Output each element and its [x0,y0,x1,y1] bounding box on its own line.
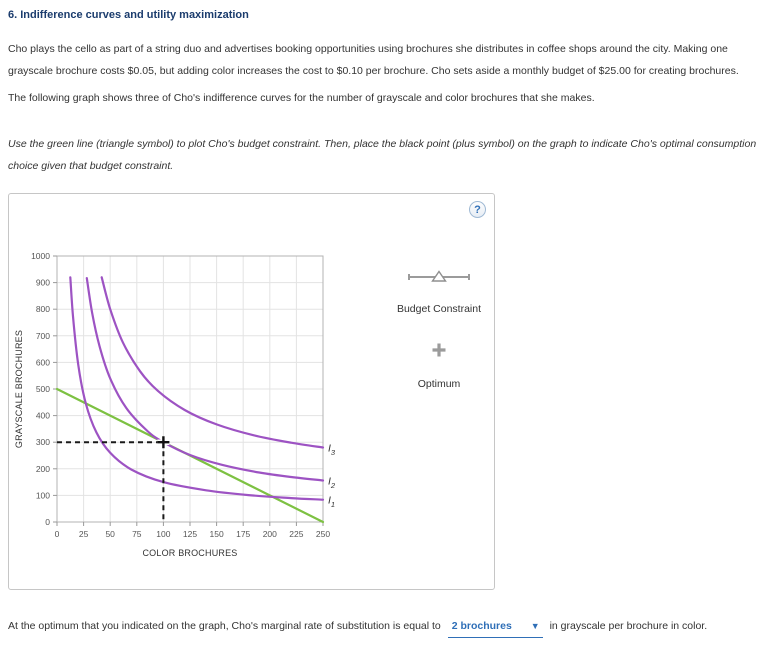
optimum-point[interactable] [157,436,170,449]
svg-text:25: 25 [79,529,89,539]
svg-text:100: 100 [36,490,50,500]
y-axis-label: GRAYSCALE BROCHURES [14,330,24,448]
tool-palette: Budget Constraint Optimum [391,268,487,390]
graph-panel: ? 0 25 50 75 100 125 150 175 200 225 250 0 100 200 300… [8,193,495,590]
svg-text:200: 200 [36,464,50,474]
dropdown-value: 2 brochures [451,620,512,632]
svg-text:175: 175 [236,529,250,539]
optimum-plus-icon[interactable] [430,341,448,359]
question-title: 6. Indifference curves and utility maxim… [8,9,249,21]
indifference-curve-1 [69,276,325,501]
optimum-guides [57,441,165,522]
indifference-curve-3 [100,276,325,449]
question-mark-icon: ? [474,204,481,216]
tool-optimum[interactable]: Optimum [391,341,487,390]
question-prefix: At the optimum that you indicated on the… [8,620,441,632]
x-axis-label: COLOR BROCHURES [142,548,237,558]
curve-label-3: I3 [328,443,336,458]
svg-text:100: 100 [156,529,170,539]
optimum-label: Optimum [417,378,461,390]
svg-text:700: 700 [36,331,50,341]
svg-text:250: 250 [316,529,330,539]
intro-paragraph: Cho plays the cello as part of a string … [8,43,739,77]
svg-text:125: 125 [183,529,197,539]
curve-label-1: I1 [328,495,335,510]
axis-ticks: 0 25 50 75 100 125 150 175 200 225 250 0 100 200 300 40… [31,251,330,539]
indifference-curve-graph[interactable]: 0 25 50 75 100 125 150 175 200 225 250 0 100 200 300 40… [11,244,353,564]
mrs-dropdown[interactable]: 2 brochures ▼ [447,616,543,638]
svg-text:1000: 1000 [31,251,50,261]
svg-text:900: 900 [36,278,50,288]
curve-label-2: I2 [328,476,336,491]
tool-budget-constraint[interactable]: Budget Constraint [391,268,487,315]
svg-text:400: 400 [36,411,50,421]
svg-text:500: 500 [36,384,50,394]
svg-text:150: 150 [210,529,224,539]
dropdown-arrow-icon: ▼ [530,621,540,631]
svg-text:200: 200 [263,529,277,539]
svg-text:300: 300 [36,437,50,447]
indifference-curve-2 [85,277,325,482]
question-suffix: in grayscale per brochure in color. [549,620,708,632]
svg-text:0: 0 [45,517,50,527]
series-curves: I1 I2 I3 [55,276,336,524]
help-button[interactable]: ? [469,201,486,218]
gridlines [56,255,324,523]
instruction-paragraph: Use the green line (triangle symbol) to … [8,138,757,172]
chart-svg[interactable]: 0 25 50 75 100 125 150 175 200 225 250 0 100 200 300 40… [11,244,353,564]
svg-text:225: 225 [289,529,303,539]
svg-text:600: 600 [36,357,50,367]
mrs-question: At the optimum that you indicated on the… [8,616,771,638]
budget-constraint-triangle-icon[interactable] [406,268,472,284]
svg-text:800: 800 [36,304,50,314]
budget-constraint-label: Budget Constraint [396,303,482,315]
graph-description-paragraph: The following graph shows three of Cho's… [8,92,595,104]
svg-text:0: 0 [55,529,60,539]
svg-text:75: 75 [132,529,142,539]
svg-text:50: 50 [105,529,115,539]
